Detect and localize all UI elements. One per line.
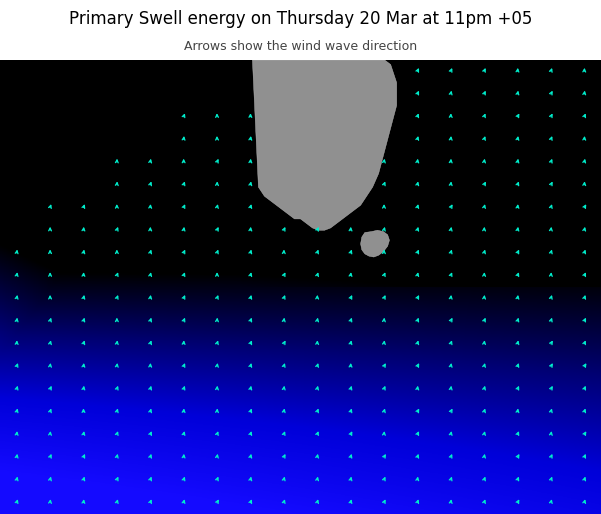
Polygon shape (361, 230, 389, 257)
Polygon shape (252, 60, 397, 230)
Text: Arrows show the wind wave direction: Arrows show the wind wave direction (184, 40, 417, 53)
Text: Primary Swell energy on Thursday 20 Mar at 11pm +05: Primary Swell energy on Thursday 20 Mar … (69, 10, 532, 28)
